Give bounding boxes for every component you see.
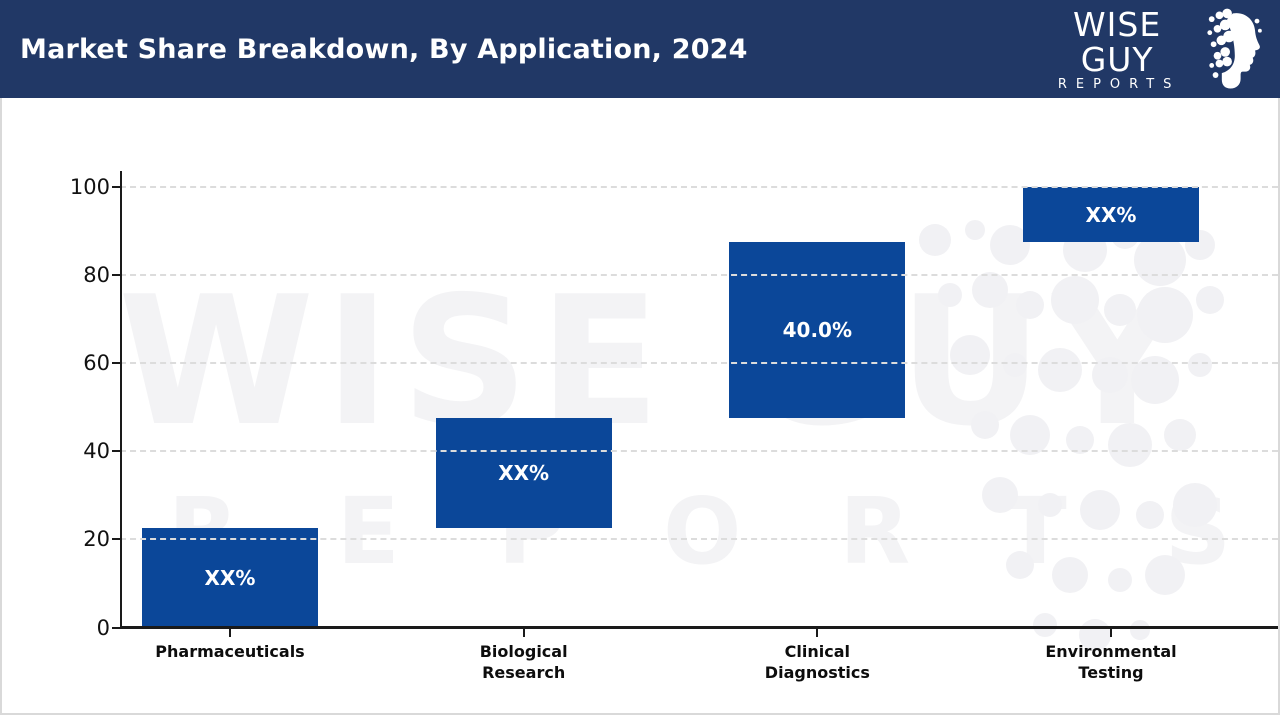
- logo-text: WISE GUY REPORTS: [1034, 4, 1200, 93]
- bar-label: 40.0%: [782, 318, 853, 343]
- y-tick-label: 40: [83, 439, 110, 464]
- y-tick-label: 0: [96, 615, 110, 640]
- y-tick-label: 60: [83, 351, 110, 376]
- bar: 40.0%: [729, 242, 906, 419]
- y-tick-mark: [112, 274, 120, 277]
- y-tick-mark: [112, 186, 120, 188]
- x-tick-label: Pharmaceuticals: [155, 642, 305, 661]
- x-axis-line: [120, 626, 1278, 629]
- bar-label: XX%: [1085, 202, 1137, 227]
- header-band: Market Share Breakdown, By Application, …: [0, 0, 1280, 98]
- gridline: [120, 450, 1278, 453]
- y-tick-label: 80: [83, 263, 110, 288]
- gridline: [120, 274, 1278, 277]
- logo-wordmark: WISE GUY: [1073, 4, 1162, 79]
- y-tick-mark: [112, 538, 120, 541]
- gridline: [120, 362, 1278, 365]
- y-tick-mark: [112, 450, 120, 453]
- wiseguy-logo: WISE GUY REPORTS: [1034, 4, 1264, 93]
- logo-subtext: REPORTS: [1057, 77, 1181, 93]
- y-tick-mark: [112, 362, 120, 365]
- y-axis-line: [120, 171, 122, 629]
- bar-label: XX%: [498, 461, 550, 486]
- gridline: [120, 186, 1278, 188]
- bar: XX%: [435, 418, 612, 529]
- x-tick-label: Clinical Diagnostics: [764, 642, 870, 683]
- x-tick-mark: [1110, 629, 1112, 637]
- x-tick-mark: [816, 629, 819, 637]
- bar: XX%: [1023, 187, 1199, 243]
- x-tick-mark: [522, 629, 525, 637]
- wiseguy-head-logo-icon: [1207, 8, 1263, 89]
- x-tick-label: Biological Research: [479, 642, 568, 683]
- chart-title: Market Share Breakdown, By Application, …: [20, 33, 748, 65]
- y-tick-label: 100: [69, 175, 110, 199]
- bar: XX%: [142, 528, 318, 628]
- bar-label: XX%: [204, 565, 256, 590]
- y-tick-label: 20: [83, 527, 110, 552]
- gridline: [120, 538, 1278, 541]
- x-tick-mark: [229, 629, 231, 637]
- y-tick-mark: [112, 626, 120, 629]
- x-tick-label: Environmental Testing: [1045, 642, 1177, 683]
